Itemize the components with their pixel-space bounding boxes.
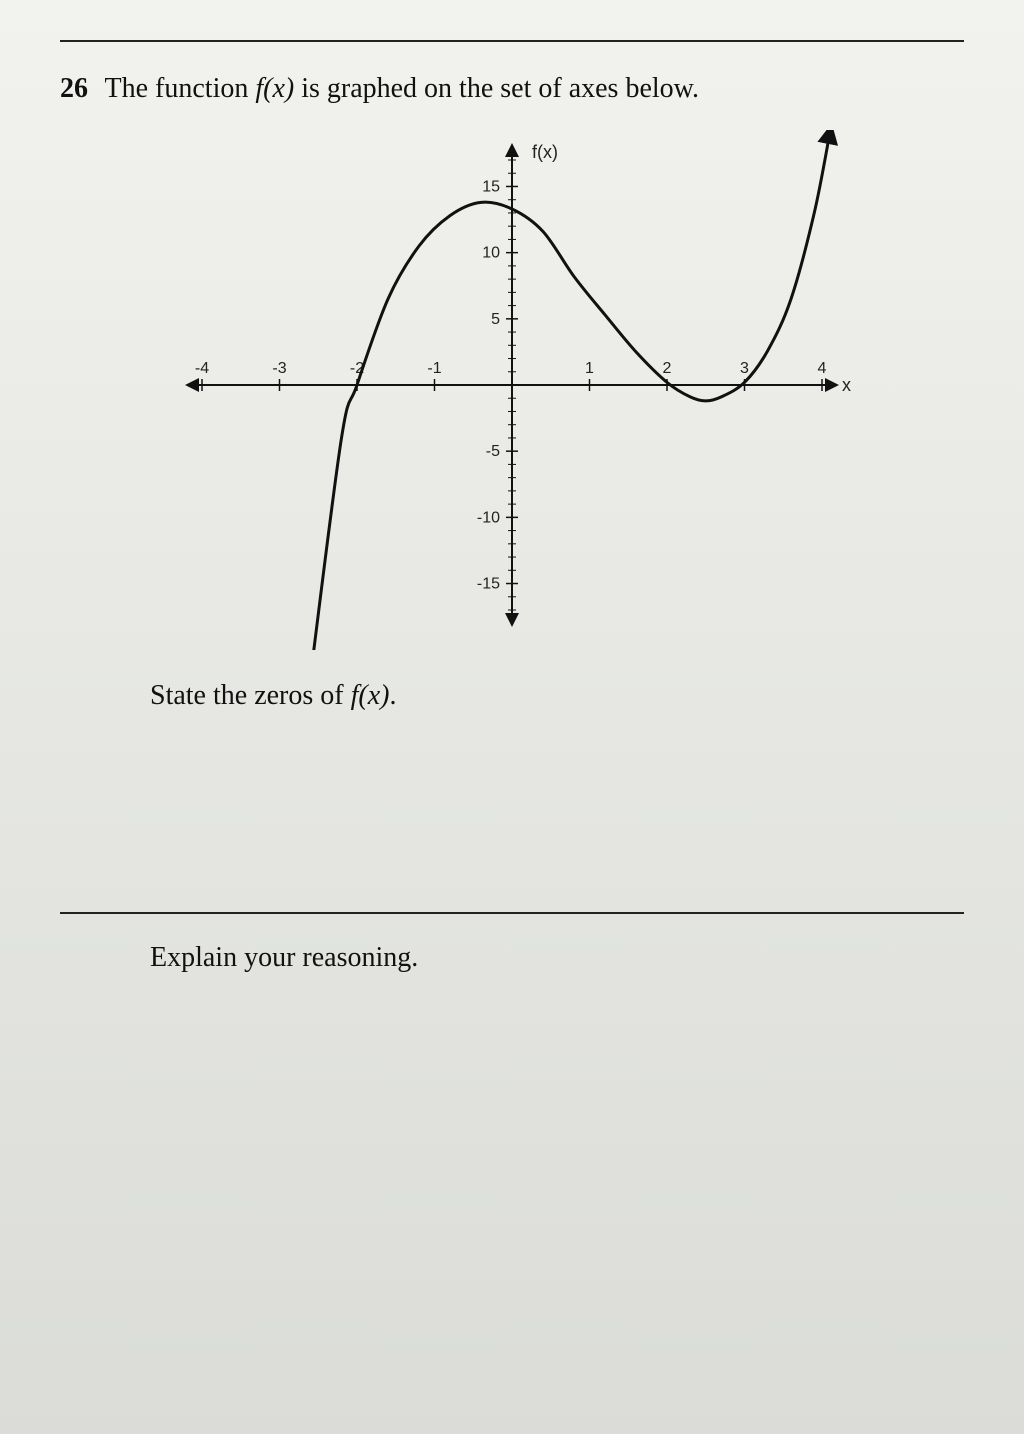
section-divider	[60, 912, 964, 914]
question-text-before: The function	[105, 73, 256, 104]
svg-text:2: 2	[663, 360, 672, 377]
question-number: 26	[60, 73, 88, 104]
zeros-text-before: State the zeros of	[150, 680, 351, 711]
svg-text:4: 4	[818, 360, 827, 377]
state-zeros-prompt: State the zeros of f(x).	[150, 680, 964, 712]
svg-text:3: 3	[740, 360, 749, 377]
svg-text:10: 10	[482, 244, 500, 261]
svg-text:f(x): f(x)	[532, 142, 558, 162]
svg-text:-15: -15	[477, 575, 500, 592]
page: 26 The function f(x) is graphed on the s…	[0, 0, 1024, 1434]
graph-svg: -4-3-2-1123415105-5-10-15f(x)x	[162, 130, 862, 650]
explain-prompt: Explain your reasoning.	[150, 942, 964, 974]
zeros-fn: f(x)	[351, 680, 390, 711]
svg-text:x: x	[842, 375, 851, 395]
question-text-after: is graphed on the set of axes below.	[294, 73, 699, 104]
question-fn: f(x)	[255, 73, 294, 104]
svg-text:-3: -3	[272, 360, 286, 377]
svg-text:-1: -1	[427, 360, 441, 377]
svg-text:-10: -10	[477, 509, 500, 526]
svg-text:-5: -5	[486, 443, 500, 460]
svg-text:1: 1	[585, 360, 594, 377]
zeros-text-after: .	[389, 680, 396, 711]
top-divider	[60, 40, 964, 42]
svg-text:5: 5	[491, 311, 500, 328]
question-prompt: 26 The function f(x) is graphed on the s…	[60, 70, 964, 108]
svg-text:-4: -4	[195, 360, 209, 377]
svg-text:15: 15	[482, 178, 500, 195]
function-graph: -4-3-2-1123415105-5-10-15f(x)x	[162, 130, 862, 650]
